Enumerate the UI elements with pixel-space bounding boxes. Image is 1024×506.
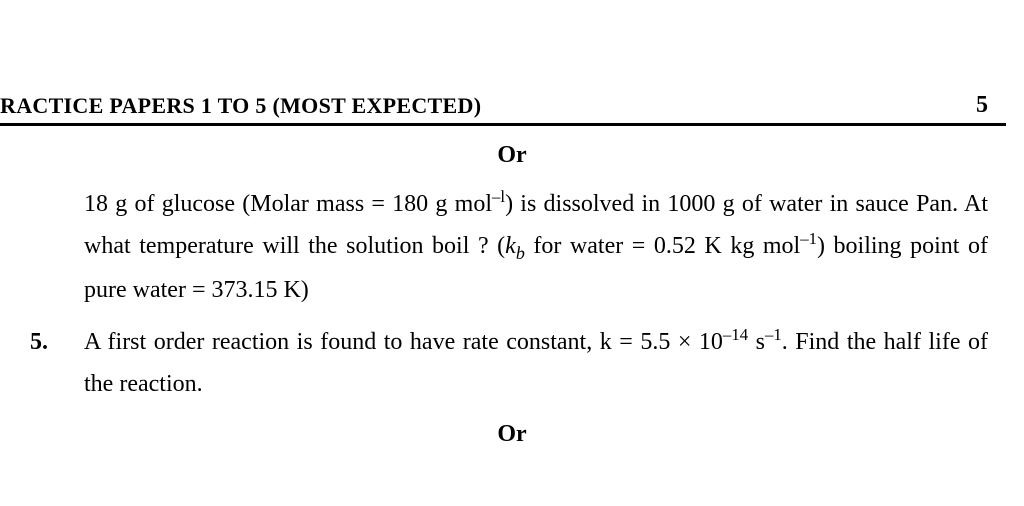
q-text-fragment: for water = 0.52 K kg mol	[525, 233, 800, 259]
superscript: –1	[800, 229, 817, 248]
question-text: A first order reaction is found to have …	[84, 321, 988, 405]
q-text-fragment: ) is dissolved in 1000 g of water in sau…	[505, 191, 958, 217]
question-5: 5. A first order reaction is found to ha…	[30, 321, 988, 405]
page-container: RACTICE PAPERS 1 TO 5 (MOST EXPECTED) 5 …	[0, 0, 1024, 506]
kb-subscript: b	[516, 243, 525, 263]
superscript: –1	[765, 325, 782, 344]
page-number: 5	[976, 92, 988, 119]
question-number: 5.	[30, 321, 84, 405]
colligative-question: 18 g of glucose (Molar mass = 180 g mol–…	[0, 183, 1024, 311]
or-separator-1: Or	[0, 142, 1024, 169]
or-separator-2: Or	[0, 421, 1024, 448]
q-text-fragment: A first order reaction is found to have …	[84, 329, 723, 355]
q-text-fragment: s	[748, 329, 765, 355]
question-list: 5. A first order reaction is found to ha…	[0, 311, 1024, 405]
running-header: RACTICE PAPERS 1 TO 5 (MOST EXPECTED) 5	[0, 0, 1006, 126]
kb-symbol: k	[505, 233, 516, 259]
superscript: –14	[723, 325, 748, 344]
q-text-fragment: ) boiling point	[817, 233, 959, 259]
q-text-fragment: 18 g of glucose (Molar mass = 180 g mol	[84, 191, 492, 217]
q-text-fragment: . Find the half life	[782, 329, 961, 355]
superscript: –l	[492, 187, 505, 206]
header-title: RACTICE PAPERS 1 TO 5 (MOST EXPECTED)	[0, 93, 481, 119]
